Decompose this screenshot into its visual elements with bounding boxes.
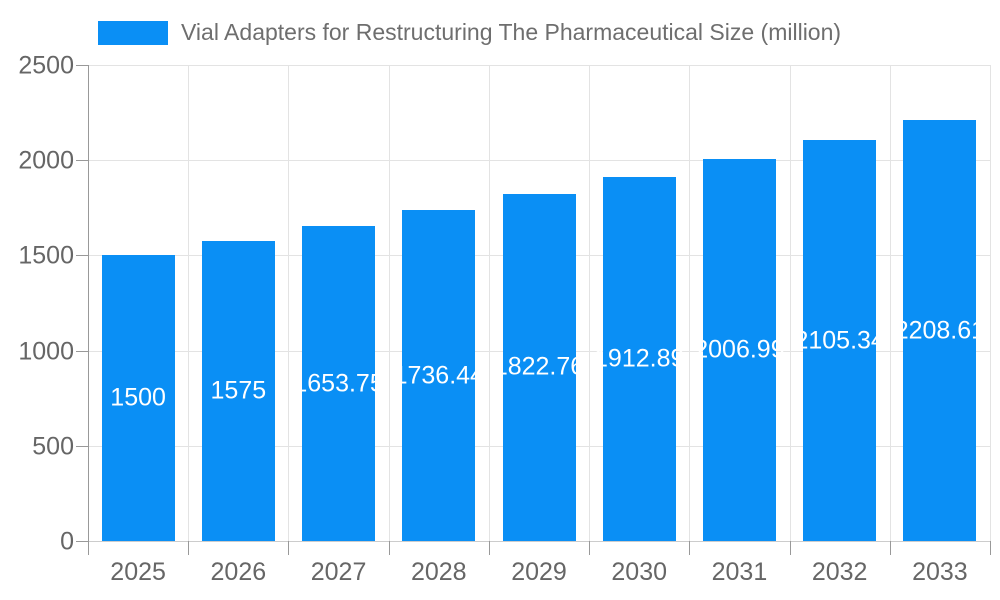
x-axis-tick (789, 541, 791, 555)
gridline-vertical (388, 65, 390, 541)
legend-swatch (98, 20, 168, 45)
bar-value-label: 2006.99 (694, 335, 785, 364)
x-axis-tick (388, 541, 390, 555)
x-tick-label: 2025 (110, 558, 166, 586)
y-axis-line (88, 65, 89, 555)
y-axis-tick (76, 255, 88, 257)
y-axis-tick (76, 541, 88, 542)
y-axis-tick (76, 65, 88, 66)
bar (101, 255, 175, 541)
x-axis-tick (488, 541, 490, 555)
bar (903, 120, 977, 541)
bar-value-label: 1912.89 (594, 344, 685, 373)
bar-value-label: 1653.75 (293, 369, 384, 398)
x-axis-tick (589, 541, 591, 555)
gridline-vertical (789, 65, 791, 541)
gridline-vertical (488, 65, 490, 541)
bar-value-label: 1500 (110, 383, 166, 412)
bar (402, 210, 476, 541)
bar-value-label: 1736.44 (393, 361, 484, 390)
x-tick-label: 2033 (912, 558, 968, 586)
bar-value-label: 1822.76 (493, 352, 585, 381)
y-axis-tick (76, 160, 88, 162)
x-axis-tick (288, 541, 290, 555)
bar-value-label: 1575 (210, 376, 267, 405)
gridline-vertical (188, 65, 190, 541)
bar (502, 193, 576, 541)
x-tick-label: 2032 (811, 558, 868, 586)
gridline-vertical (689, 65, 691, 541)
x-tick-label: 2028 (410, 558, 467, 586)
y-tick-label: 2500 (18, 51, 74, 80)
gridline-horizontal (88, 65, 990, 66)
y-tick-label: 500 (32, 432, 74, 461)
gridline-vertical (889, 65, 891, 541)
y-tick-label: 1500 (18, 241, 74, 270)
bar (302, 226, 376, 541)
x-tick-label: 2031 (711, 558, 768, 586)
x-axis-tick (689, 541, 691, 555)
y-axis-tick (76, 350, 88, 352)
x-axis-tick (188, 541, 190, 555)
bar (702, 158, 776, 541)
bar (602, 176, 676, 541)
y-axis-tick (76, 445, 88, 447)
bar (201, 241, 275, 541)
gridline-vertical (288, 65, 290, 541)
gridline-horizontal (88, 160, 990, 162)
x-axis-tick (889, 541, 891, 555)
bar (803, 140, 877, 541)
x-tick-label: 2029 (511, 558, 567, 586)
gridline-vertical (990, 65, 991, 541)
x-tick-label: 2027 (310, 558, 367, 586)
legend: Vial Adapters for Restructuring The Phar… (98, 19, 841, 46)
y-tick-label: 2000 (18, 146, 74, 175)
x-tick-label: 2026 (210, 558, 267, 586)
legend-label: Vial Adapters for Restructuring The Phar… (181, 19, 842, 45)
x-tick-label: 2030 (611, 558, 668, 586)
x-axis-tick (990, 541, 991, 555)
gridline-vertical (589, 65, 591, 541)
x-axis-baseline (88, 541, 990, 542)
bar-value-label: 2105.34 (794, 326, 885, 355)
y-tick-label: 0 (60, 527, 74, 556)
bar-value-label: 2208.61 (894, 316, 986, 345)
y-tick-label: 1000 (18, 337, 74, 366)
